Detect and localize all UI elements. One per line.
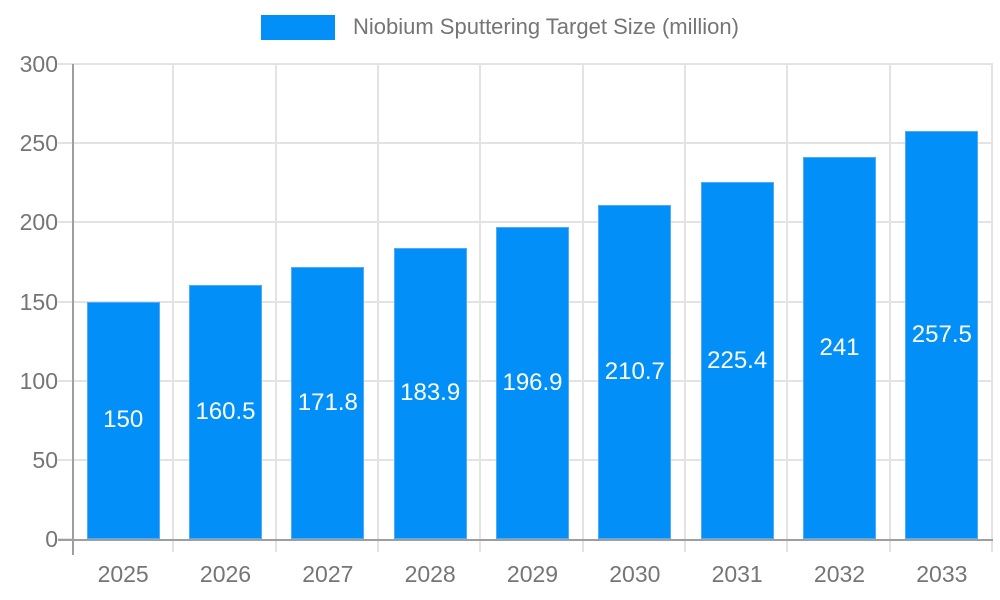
bar-value-label: 241 <box>819 334 860 362</box>
gridline-v <box>172 64 175 552</box>
x-axis-label: 2031 <box>711 561 763 587</box>
gridline-v <box>786 64 789 552</box>
gridline-v <box>991 64 993 552</box>
bar-2032[interactable]: 241 <box>803 157 876 539</box>
bar-2033[interactable]: 257.5 <box>905 131 979 539</box>
gridline-v <box>274 64 277 552</box>
x-axis-label: 2026 <box>199 561 252 587</box>
bar-2031[interactable]: 225.4 <box>700 182 774 539</box>
legend-label: Niobium Sputtering Target Size (million) <box>353 14 739 39</box>
bar-value-label: 183.9 <box>400 379 461 407</box>
bar-value-label: 257.5 <box>911 321 972 349</box>
gridline-h <box>58 63 993 65</box>
y-axis-label: 100 <box>19 367 58 394</box>
x-axis-label: 2025 <box>97 561 149 587</box>
y-axis-label: 250 <box>19 130 58 157</box>
bar-value-label: 160.5 <box>195 397 256 425</box>
x-axis-line <box>58 539 993 541</box>
gridline-h <box>58 142 993 145</box>
plot-area: 150 160.5 171.8 183.9 196.9 210.7 225.4 241 257.… <box>58 63 993 555</box>
bar-2025[interactable]: 150 <box>86 301 160 539</box>
y-axis-label: 200 <box>19 209 58 236</box>
x-axis-label: 2027 <box>302 561 354 587</box>
y-axis-label: 300 <box>19 51 58 77</box>
bar-value-label: 171.8 <box>297 388 358 416</box>
x-axis-label: 2029 <box>506 561 559 587</box>
x-axis-label: 2028 <box>404 561 456 587</box>
legend-swatch <box>261 14 335 40</box>
gridline-v <box>888 64 891 552</box>
gridline-h <box>58 221 993 224</box>
legend[interactable]: Niobium Sputtering Target Size (million) <box>0 14 1000 40</box>
bar-2026[interactable]: 160.5 <box>189 284 262 539</box>
bar-value-label: 196.9 <box>502 369 563 397</box>
bar-value-label: 225.4 <box>707 346 768 374</box>
x-axis-label: 2030 <box>609 561 661 587</box>
x-axis-label: 2033 <box>916 561 968 587</box>
bar-2027[interactable]: 171.8 <box>291 266 365 539</box>
gridline-v <box>581 64 584 552</box>
y-axis-label: 150 <box>19 288 58 315</box>
bar-value-label: 150 <box>103 406 144 434</box>
gridline-v <box>684 64 686 552</box>
x-axis-label: 2032 <box>813 561 866 587</box>
y-axis-line <box>72 64 74 555</box>
y-axis-label: 50 <box>32 446 58 473</box>
gridline-v <box>377 64 379 552</box>
bar-2030[interactable]: 210.7 <box>598 205 672 539</box>
bar-2029[interactable]: 196.9 <box>496 227 569 539</box>
bar-2028[interactable]: 183.9 <box>393 247 467 539</box>
bar-value-label: 210.7 <box>604 358 665 386</box>
gridline-v <box>479 64 482 552</box>
y-axis-label: 0 <box>45 526 58 552</box>
